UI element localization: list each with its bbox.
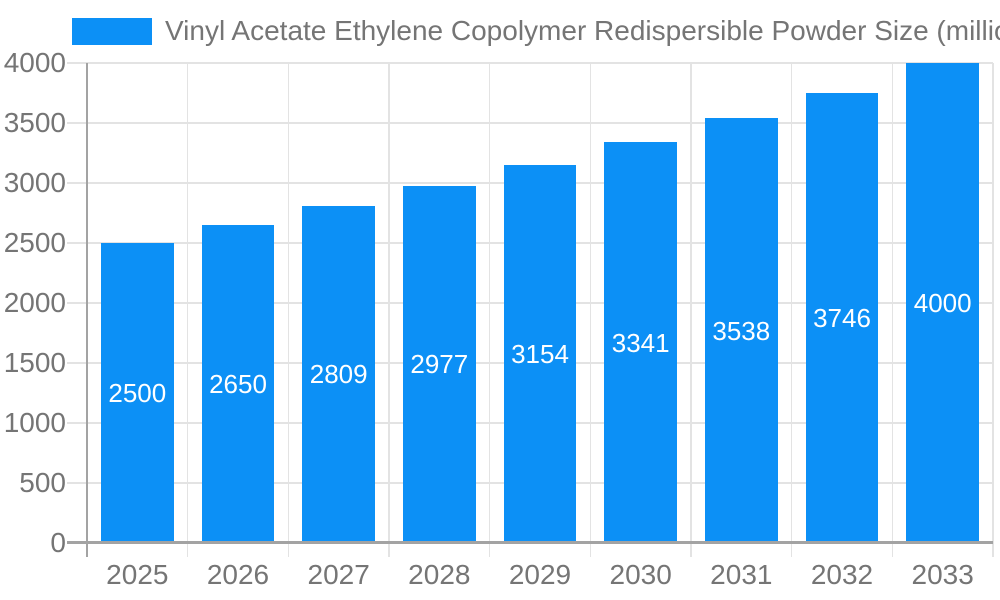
bar-2028[interactable]	[402, 185, 476, 543]
y-gridline	[67, 62, 993, 64]
legend-swatch-icon	[72, 17, 152, 45]
bar-value-label: 2977	[410, 349, 469, 380]
bar-value-label: 2650	[209, 369, 267, 399]
bar-2030[interactable]	[604, 142, 678, 543]
x-gridline	[186, 63, 189, 543]
legend: Vinyl Acetate Ethylene Copolymer Redispe…	[72, 16, 1000, 46]
y-axis-label: 2000	[3, 287, 66, 318]
y-axis-label: 1500	[3, 347, 66, 378]
x-gridline	[992, 63, 994, 543]
x-tick	[388, 543, 390, 557]
y-axis-line	[85, 63, 88, 557]
bar-value-label: 4000	[913, 288, 972, 318]
x-axis-label: 2028	[408, 559, 471, 590]
x-tick	[891, 543, 894, 557]
x-tick	[992, 543, 994, 557]
x-axis-label: 2029	[508, 559, 572, 590]
y-axis-label: 3500	[3, 107, 66, 138]
bar-2031[interactable]	[704, 118, 778, 543]
x-axis-label: 2031	[710, 559, 773, 590]
bar-2029[interactable]	[503, 164, 577, 543]
x-tick	[589, 543, 592, 557]
x-tick	[690, 543, 692, 557]
x-tick	[287, 543, 290, 557]
bar-2032[interactable]	[805, 93, 879, 543]
x-gridline	[891, 63, 894, 543]
x-axis-label: 2025	[106, 559, 169, 590]
x-tick	[790, 543, 793, 557]
bar-2027[interactable]	[302, 205, 376, 543]
x-gridline	[287, 63, 290, 543]
bar-value-label: 3341	[611, 327, 670, 358]
bar-value-label: 2809	[309, 359, 368, 390]
x-tick	[488, 543, 491, 557]
x-gridline	[790, 63, 793, 543]
y-axis-label: 1000	[3, 407, 66, 438]
x-gridline	[488, 63, 491, 543]
bar-value-label: 3154	[511, 338, 569, 369]
bar-2026[interactable]	[201, 225, 275, 543]
y-axis-label: 0	[50, 527, 66, 558]
y-axis-label: 4000	[3, 47, 66, 78]
x-gridline	[589, 63, 592, 543]
x-axis-label: 2027	[307, 559, 370, 590]
x-axis-label: 2030	[609, 559, 672, 590]
legend-label: Vinyl Acetate Ethylene Copolymer Redispe…	[165, 15, 1000, 46]
x-axis-line	[67, 541, 993, 544]
legend-item[interactable]: Vinyl Acetate Ethylene Copolymer Redispe…	[72, 16, 1000, 46]
y-axis-label: 2500	[3, 227, 66, 258]
bar-value-label: 3746	[813, 303, 871, 334]
bar-2033[interactable]	[906, 63, 980, 543]
y-gridline	[67, 122, 993, 124]
bar-2025[interactable]	[100, 243, 174, 543]
bar-value-label: 2500	[108, 378, 167, 408]
x-tick	[186, 543, 189, 557]
x-gridline	[388, 63, 390, 543]
y-axis-label: 3000	[3, 167, 66, 198]
bar-value-label: 3538	[712, 315, 771, 346]
x-axis-label: 2033	[911, 559, 974, 590]
y-axis-label: 500	[19, 467, 66, 498]
x-gridline	[690, 63, 692, 543]
x-axis-label: 2026	[206, 559, 270, 590]
x-axis-label: 2032	[810, 559, 874, 590]
